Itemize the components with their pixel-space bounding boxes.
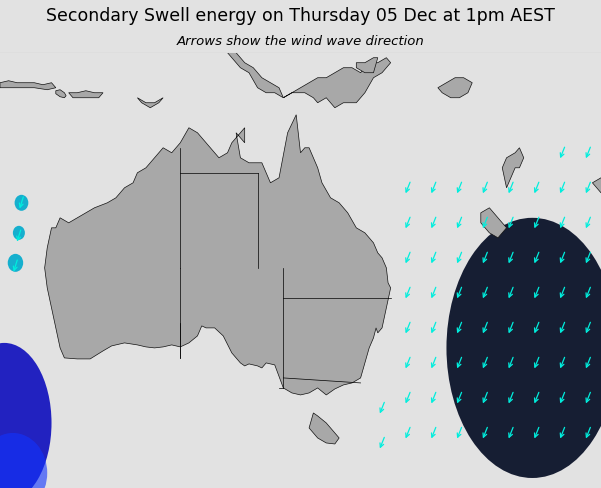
- Text: Arrows show the wind wave direction: Arrows show the wind wave direction: [177, 35, 424, 48]
- Polygon shape: [138, 98, 163, 108]
- Polygon shape: [356, 58, 378, 73]
- Polygon shape: [198, 28, 283, 98]
- Polygon shape: [593, 178, 601, 193]
- Polygon shape: [309, 413, 339, 444]
- Polygon shape: [120, 8, 163, 48]
- Polygon shape: [56, 90, 66, 98]
- Polygon shape: [481, 208, 507, 238]
- Polygon shape: [502, 148, 523, 188]
- Polygon shape: [44, 115, 391, 395]
- Ellipse shape: [0, 433, 47, 488]
- Ellipse shape: [13, 226, 25, 240]
- Ellipse shape: [8, 254, 23, 272]
- Ellipse shape: [14, 195, 28, 211]
- Ellipse shape: [447, 218, 601, 478]
- Polygon shape: [438, 78, 472, 98]
- Ellipse shape: [0, 343, 52, 488]
- Polygon shape: [283, 58, 391, 108]
- Text: Secondary Swell energy on Thursday 05 Dec at 1pm AEST: Secondary Swell energy on Thursday 05 De…: [46, 7, 555, 25]
- Polygon shape: [0, 81, 56, 90]
- Polygon shape: [69, 91, 103, 98]
